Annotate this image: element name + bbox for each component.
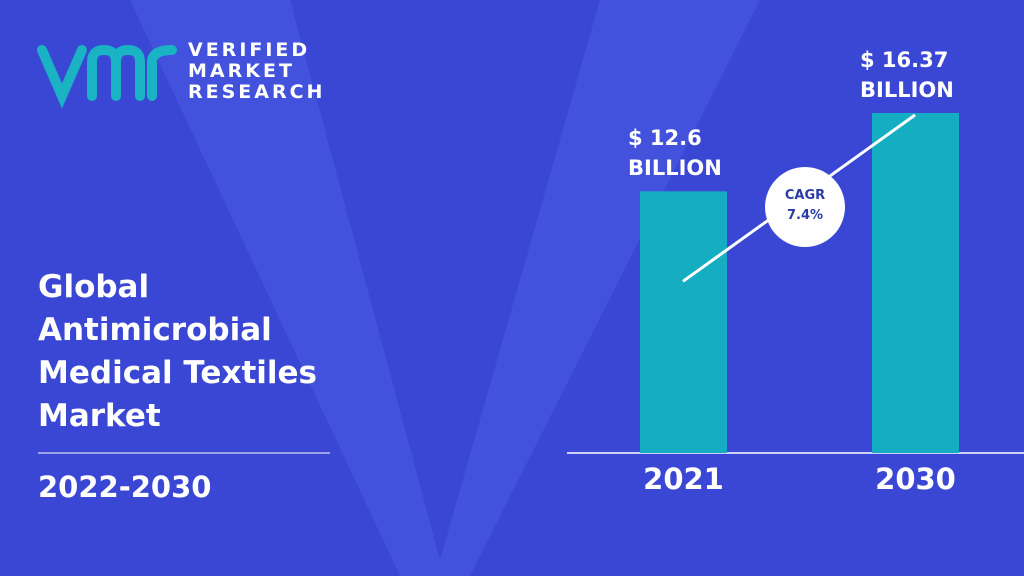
x-tick-label: 2030	[875, 462, 956, 496]
background-v	[130, 0, 760, 576]
logo-mark	[37, 44, 177, 109]
cagr-value: 7.4%	[786, 208, 824, 223]
value-label: $ 12.6 BILLION	[628, 126, 722, 181]
brand: VERIFIED MARKET RESEARCH	[188, 40, 325, 103]
brand-line: MARKET	[188, 60, 295, 82]
title: Global Antimicrobial Medical Textiles Ma…	[38, 269, 317, 434]
x-tick-label: 2021	[643, 462, 724, 496]
cagr-badge	[765, 167, 845, 247]
cagr-annotation: CAGR 7.4%	[765, 186, 845, 226]
bar	[640, 191, 727, 454]
bar	[872, 113, 959, 453]
brand-line: VERIFIED	[188, 39, 311, 61]
brand-line: RESEARCH	[188, 81, 326, 103]
cagr-label: CAGR	[784, 188, 826, 203]
value-label: $ 16.37 BILLION	[860, 48, 954, 102]
period: 2022-2030	[38, 470, 212, 504]
